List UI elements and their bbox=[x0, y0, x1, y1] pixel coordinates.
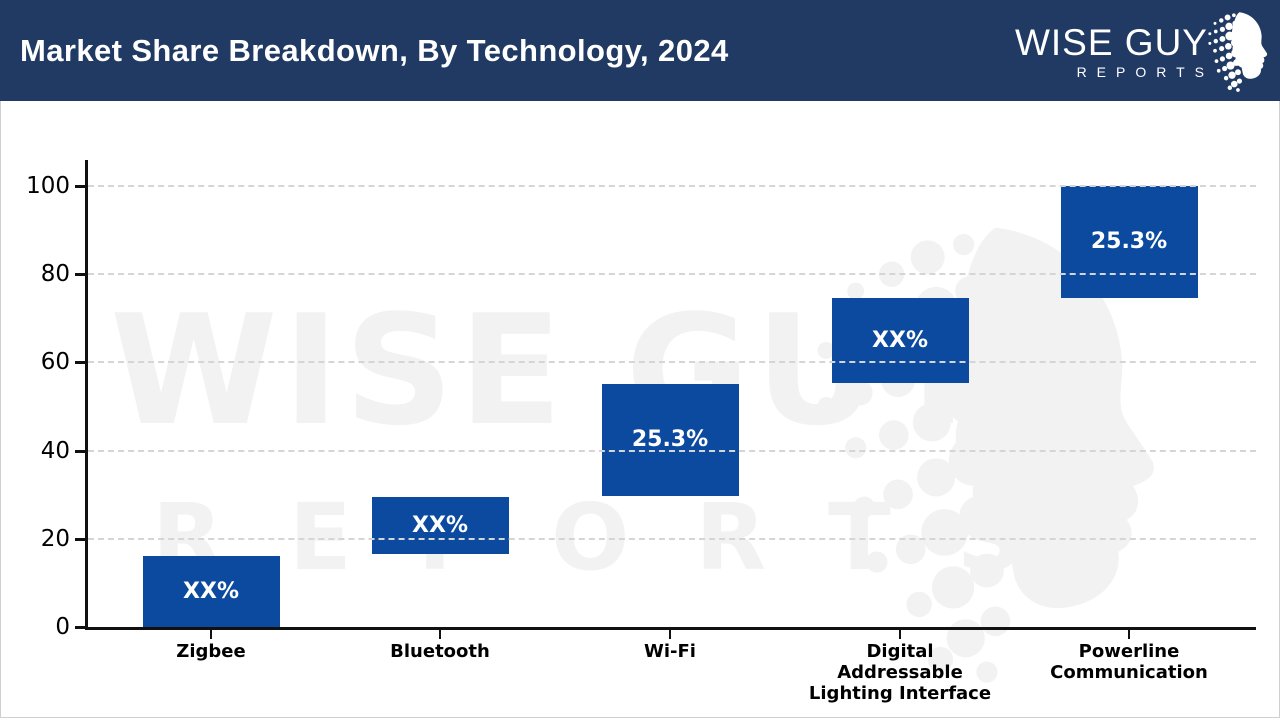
grid-line bbox=[88, 537, 1256, 540]
x-category-label-line: Addressable bbox=[837, 662, 963, 683]
y-tick-mark bbox=[75, 626, 85, 629]
x-category-label: Powerline Communication bbox=[1014, 641, 1244, 683]
grid-line bbox=[88, 449, 1256, 452]
y-tick-label: 20 bbox=[40, 525, 70, 552]
y-tick-label: 80 bbox=[40, 261, 70, 288]
bar-segment: XX% bbox=[831, 298, 969, 383]
x-category-label-line: Digital bbox=[866, 641, 934, 662]
x-category-label-line: Communication bbox=[1050, 662, 1208, 683]
x-tick-mark bbox=[210, 630, 212, 639]
chart-title: Market Share Breakdown, By Technology, 2… bbox=[20, 32, 729, 68]
grid-line bbox=[88, 185, 1256, 187]
y-tick-mark bbox=[75, 361, 85, 365]
bar-value-label: XX% bbox=[183, 579, 239, 605]
logo-line-reports: REPORTS bbox=[1076, 63, 1214, 80]
x-category-label: Wi-Fi bbox=[555, 641, 785, 662]
bar-segment: XX% bbox=[142, 556, 280, 627]
x-category-label: Digital Addressable Lighting Interface bbox=[785, 641, 1015, 704]
x-category-label-line: Lighting Interface bbox=[808, 683, 992, 704]
y-tick-label: 100 bbox=[26, 173, 70, 199]
bar-value-label: 25.3% bbox=[631, 427, 709, 453]
bar-segment: 25.3% bbox=[1060, 186, 1198, 298]
bar-value-label: XX% bbox=[412, 513, 468, 539]
bar-value-label: 25.3% bbox=[1090, 229, 1168, 255]
grid-line bbox=[88, 273, 1256, 276]
x-category-label: Bluetooth bbox=[325, 641, 555, 662]
logo-line-wise-guy: WISE GUY bbox=[1014, 21, 1208, 63]
x-axis bbox=[85, 627, 1256, 630]
x-category-label-line: Zigbee bbox=[176, 641, 246, 662]
header-bar: Market Share Breakdown, By Technology, 2… bbox=[0, 0, 1280, 101]
grid-line bbox=[88, 361, 1256, 364]
x-category-label-line: Bluetooth bbox=[390, 641, 490, 662]
y-tick-label: 40 bbox=[40, 437, 70, 464]
bar-segment: 25.3% bbox=[601, 384, 739, 496]
y-tick-mark bbox=[75, 273, 85, 277]
x-tick-mark bbox=[1128, 630, 1130, 639]
x-category-label-line: Wi-Fi bbox=[644, 641, 696, 662]
y-tick-mark bbox=[75, 537, 85, 541]
y-tick-label: 0 bbox=[55, 614, 70, 640]
logo-wordmark: WISE GUY REPORTS bbox=[1015, 24, 1208, 79]
x-category-label: Zigbee bbox=[96, 641, 326, 662]
x-tick-mark bbox=[439, 630, 441, 639]
x-tick-mark bbox=[669, 630, 671, 639]
wiseguy-logo: WISE GUY REPORTS bbox=[1015, 5, 1272, 97]
x-tick-mark bbox=[899, 630, 901, 639]
y-axis bbox=[85, 160, 88, 630]
y-tick-mark bbox=[75, 185, 85, 188]
y-tick-label: 60 bbox=[40, 349, 70, 376]
bar-value-label: XX% bbox=[872, 327, 928, 353]
y-tick-mark bbox=[75, 449, 85, 453]
x-category-label-line: Powerline bbox=[1078, 641, 1180, 662]
bar-segment: XX% bbox=[371, 496, 509, 555]
